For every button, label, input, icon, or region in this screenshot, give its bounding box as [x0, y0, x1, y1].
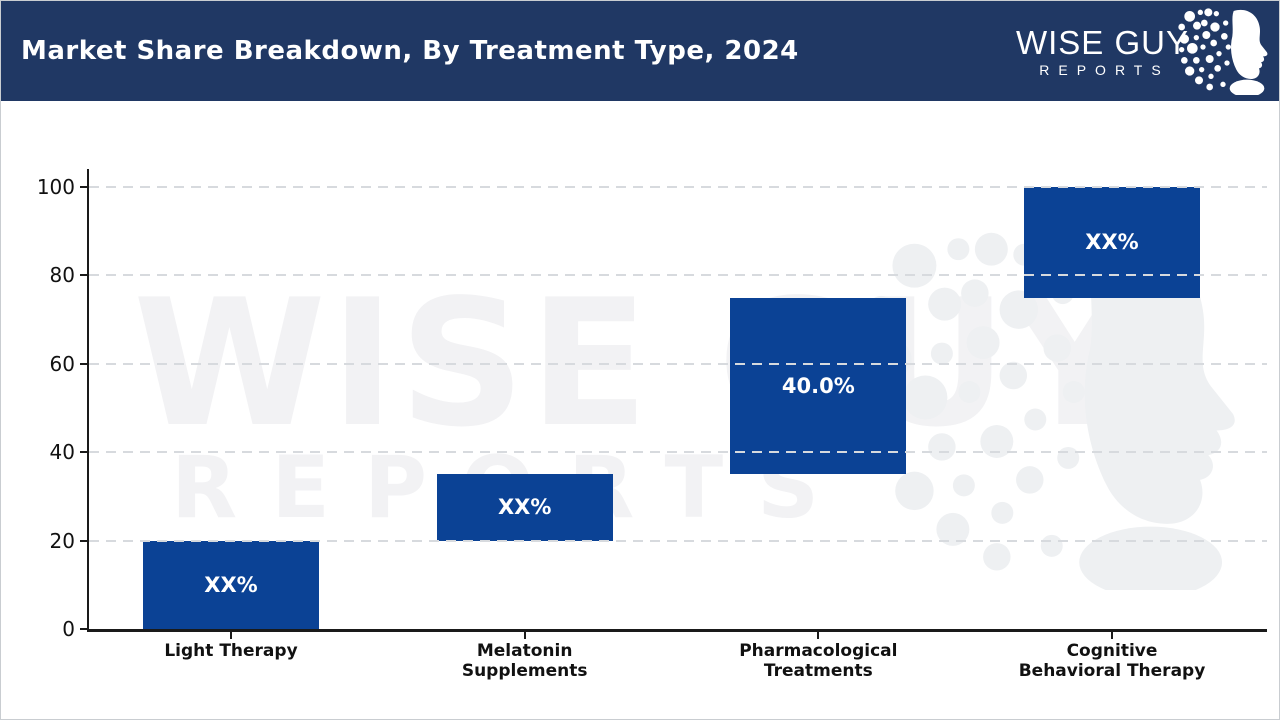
- x-category-label: Light Therapy: [164, 641, 298, 661]
- bar-segment: XX%: [436, 474, 613, 541]
- bar-segment: 40.0%: [730, 297, 907, 475]
- x-category-label: Melatonin Supplements: [461, 641, 588, 681]
- y-axis-tick-label: 20: [49, 528, 75, 553]
- x-category-label: Pharmacological Treatments: [739, 641, 898, 681]
- y-axis-tick: [80, 186, 89, 188]
- y-axis-tick-label: 60: [49, 351, 75, 376]
- gridline: [89, 362, 1267, 365]
- gridline: [89, 451, 1267, 454]
- gridline: [89, 539, 1267, 542]
- bar-segment: XX%: [143, 540, 319, 629]
- y-axis-tick-label: 40: [49, 440, 75, 465]
- brand-subtitle: REPORTS: [1039, 61, 1170, 78]
- y-axis-tick: [80, 274, 89, 277]
- bar-value-label: XX%: [497, 495, 552, 520]
- x-axis-tick: [1111, 631, 1113, 639]
- brand-name: WISE GUY: [1015, 23, 1189, 61]
- brand-logo-text: WISE GUY REPORTS: [1016, 26, 1189, 77]
- y-axis-tick: [80, 362, 89, 365]
- gridline: [89, 186, 1267, 188]
- bar-segment: XX%: [1024, 187, 1200, 298]
- brand-logo: WISE GUY REPORTS: [1016, 3, 1275, 99]
- y-axis-tick: [80, 539, 89, 542]
- x-axis-tick: [230, 631, 232, 639]
- y-axis-tick-label: 80: [49, 263, 75, 288]
- y-axis-tick-label: 0: [62, 617, 75, 641]
- brand-face-icon: [1175, 7, 1275, 95]
- y-axis-tick: [80, 628, 89, 630]
- bar-value-label: XX%: [204, 572, 258, 597]
- header: Market Share Breakdown, By Treatment Typ…: [1, 1, 1279, 101]
- page-title: Market Share Breakdown, By Treatment Typ…: [21, 36, 799, 66]
- bar-value-label: XX%: [1085, 230, 1139, 255]
- x-axis-tick: [523, 631, 526, 639]
- bar-value-label: 40.0%: [781, 373, 855, 398]
- y-axis-line: [87, 169, 89, 632]
- x-axis-line: [87, 629, 1267, 632]
- gridline: [89, 274, 1267, 277]
- y-axis-tick: [80, 451, 89, 454]
- y-axis-tick-label: 100: [36, 175, 75, 199]
- x-axis-tick: [817, 631, 820, 639]
- x-category-label: Cognitive Behavioral Therapy: [1018, 641, 1206, 681]
